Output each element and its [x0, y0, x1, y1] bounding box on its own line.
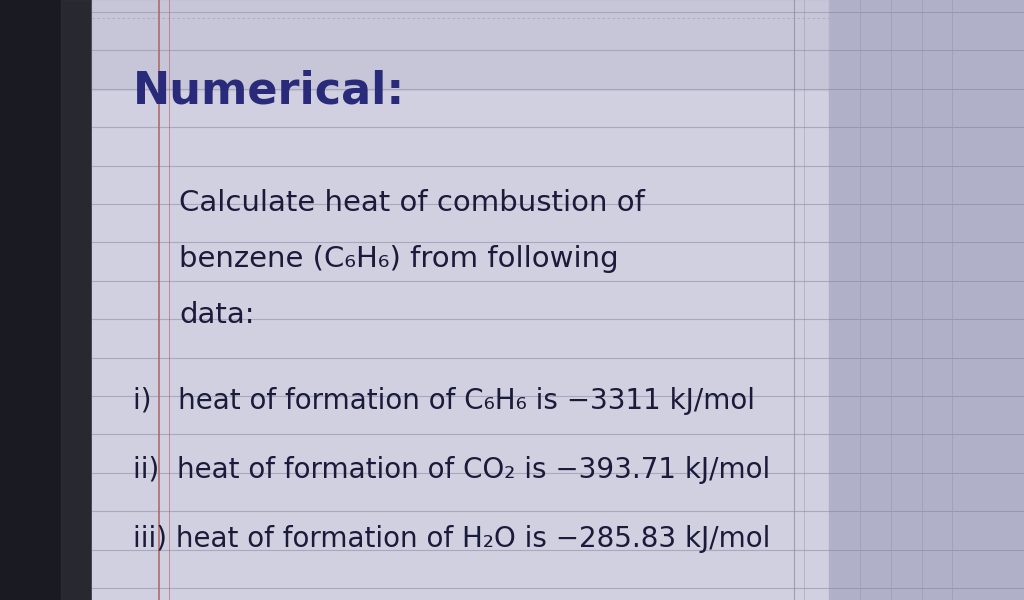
- Bar: [61, 0, 102, 600]
- Text: i)   heat of formation of C₆H₆ is −3311 kJ/mol: i) heat of formation of C₆H₆ is −3311 kJ…: [133, 387, 755, 415]
- Text: ii)  heat of formation of CO₂ is −393.71 kJ/mol: ii) heat of formation of CO₂ is −393.71 …: [133, 456, 770, 484]
- Text: data:: data:: [179, 301, 255, 329]
- Text: Numerical:: Numerical:: [133, 69, 406, 112]
- Bar: [92, 0, 829, 600]
- Text: benzene (C₆H₆) from following: benzene (C₆H₆) from following: [179, 245, 618, 273]
- Bar: [0, 0, 92, 600]
- Bar: [829, 0, 1024, 600]
- Text: Calculate heat of combustion of: Calculate heat of combustion of: [179, 189, 645, 217]
- Bar: [92, 0, 829, 90]
- Text: iii) heat of formation of H₂O is −285.83 kJ/mol: iii) heat of formation of H₂O is −285.83…: [133, 525, 770, 553]
